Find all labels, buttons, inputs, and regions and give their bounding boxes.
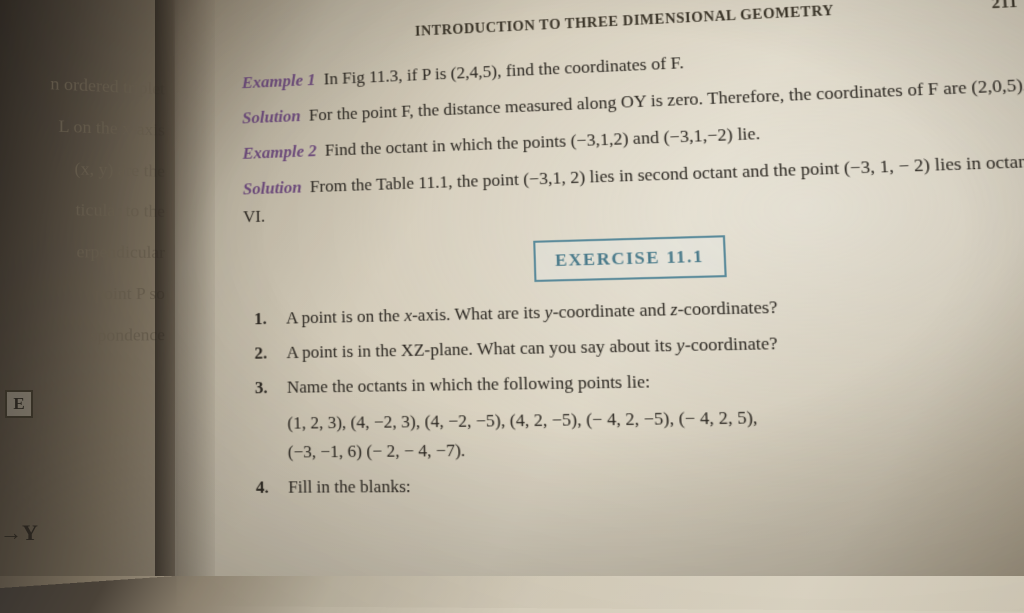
sliver-line: ticular to the	[0, 188, 165, 233]
page-number: 211	[991, 0, 1019, 17]
running-title: INTRODUCTION TO THREE DIMENSIONAL GEOMET…	[415, 4, 835, 40]
question-4: 4. Fill in the blanks:	[256, 467, 1024, 501]
solution-1-label: Solution	[242, 106, 301, 127]
question-number: 3.	[255, 374, 287, 403]
question-3: 3. Name the octants in which the followi…	[255, 361, 1024, 403]
example-1-label: Example 1	[242, 70, 316, 92]
axis-arrow-y: →Y	[0, 520, 38, 546]
sliver-line: spondence	[0, 315, 165, 359]
solution-2-label: Solution	[243, 178, 302, 199]
sliver-line: L on the x-axis	[0, 103, 165, 151]
exercise-questions: 1. A point is on the x-axis. What are it…	[244, 287, 1024, 502]
question-3-points: (1, 2, 3), (4, −2, 3), (4, −2, −5), (4, …	[255, 399, 1024, 467]
example-2-text: Find the octant in which the points (−3,…	[325, 124, 761, 160]
question-number: 4.	[256, 473, 289, 502]
question-number: 2.	[254, 339, 286, 368]
margin-letter-box: E	[5, 390, 33, 418]
sliver-line: point P so	[0, 273, 165, 316]
left-page-sliver: n ordered triplet L on the x-axis (x, y)…	[0, 0, 175, 589]
right-page-content: INTRODUCTION TO THREE DIMENSIONAL GEOMET…	[173, 0, 1024, 612]
exercise-heading-box: EXERCISE 11.1	[533, 236, 726, 283]
example-2-label: Example 2	[242, 141, 316, 163]
sliver-line: n ordered triplet	[0, 60, 165, 110]
book-spine-shadow	[155, 0, 215, 576]
question-text: Name the octants in which the following …	[287, 361, 1024, 402]
sliver-line: (x, y) are the	[0, 146, 165, 193]
question-text: Fill in the blanks:	[288, 467, 1024, 501]
example-1-text: In Fig 11.3, if P is (2,4,5), find the c…	[324, 53, 684, 88]
question-number: 1.	[254, 305, 286, 334]
sliver-line: erpendicular	[0, 231, 165, 274]
